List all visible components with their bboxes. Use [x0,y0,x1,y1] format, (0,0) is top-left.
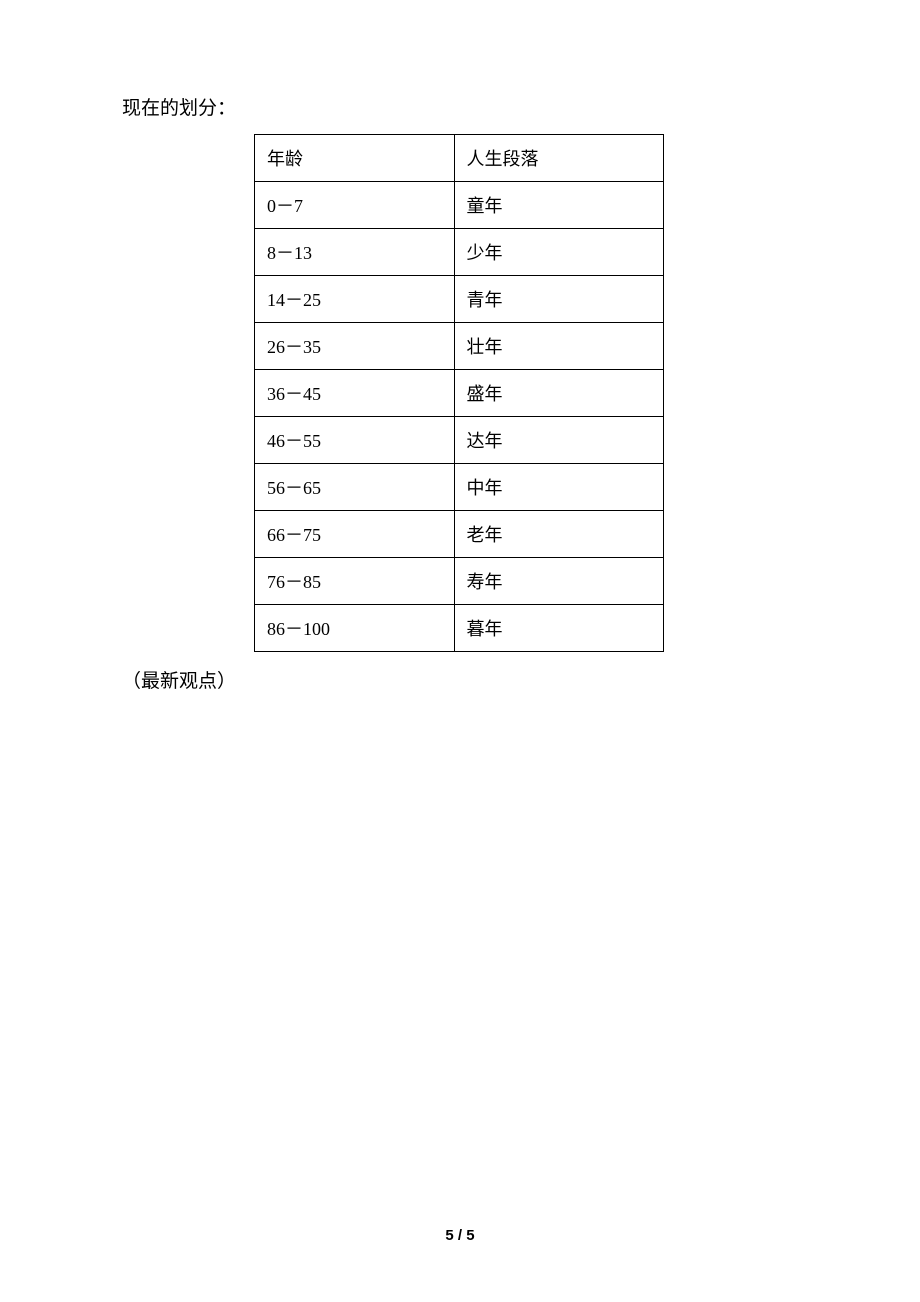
age-stage-table: 年龄 人生段落 0－7 童年 8－13 少年 14－25 青年 26－35 [254,134,664,652]
table-row: 8－13 少年 [255,229,664,276]
table-cell-age: 56－65 [255,464,455,511]
table-cell-age: 76－85 [255,558,455,605]
table-cell-stage: 童年 [454,182,663,229]
table-cell-age: 8－13 [255,229,455,276]
table-row: 86－100 暮年 [255,605,664,652]
table-cell-age: 46－55 [255,417,455,464]
table-cell-age: 66－75 [255,511,455,558]
table-row: 0－7 童年 [255,182,664,229]
table-cell-stage: 中年 [454,464,663,511]
table-cell-stage: 盛年 [454,370,663,417]
table-cell-stage: 寿年 [454,558,663,605]
table-row: 46－55 达年 [255,417,664,464]
table-row: 66－75 老年 [255,511,664,558]
page-number: 5 / 5 [0,1227,920,1244]
table-cell-stage: 青年 [454,276,663,323]
table-cell-stage: 达年 [454,417,663,464]
table-row: 56－65 中年 [255,464,664,511]
table-cell-stage: 老年 [454,511,663,558]
age-stage-table-wrapper: 年龄 人生段落 0－7 童年 8－13 少年 14－25 青年 26－35 [254,134,798,652]
footer-note: （最新观点） [122,666,798,693]
table-cell-stage: 壮年 [454,323,663,370]
table-header-cell: 年龄 [255,135,455,182]
section-heading: 现在的划分： [122,93,798,120]
table-header-cell: 人生段落 [454,135,663,182]
table-cell-stage: 少年 [454,229,663,276]
table-cell-age: 36－45 [255,370,455,417]
table-row: 26－35 壮年 [255,323,664,370]
table-cell-age: 14－25 [255,276,455,323]
table-header-row: 年龄 人生段落 [255,135,664,182]
table-row: 76－85 寿年 [255,558,664,605]
table-row: 14－25 青年 [255,276,664,323]
table-cell-stage: 暮年 [454,605,663,652]
table-row: 36－45 盛年 [255,370,664,417]
table-cell-age: 0－7 [255,182,455,229]
table-cell-age: 86－100 [255,605,455,652]
table-cell-age: 26－35 [255,323,455,370]
